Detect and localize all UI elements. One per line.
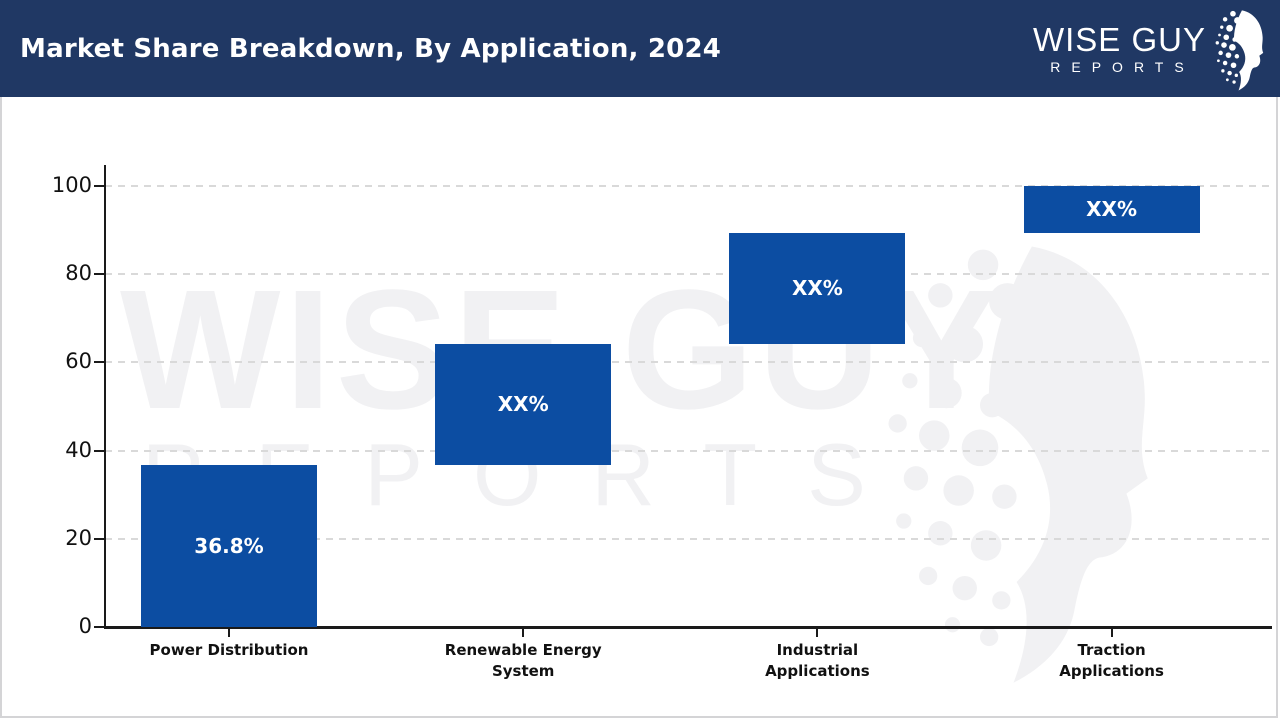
- bar-value-label: XX%: [1086, 197, 1138, 222]
- page-title: Market Share Breakdown, By Application, …: [20, 33, 722, 64]
- y-tick-label-60: 60: [65, 349, 92, 374]
- brand-name: WISE GUY: [1032, 21, 1206, 58]
- y-tick-label-40: 40: [65, 437, 92, 462]
- bar-segment: 36.8%: [141, 464, 317, 627]
- y-tick-label-0: 0: [78, 614, 92, 638]
- category-label: Renewable Energy System: [444, 641, 602, 680]
- gridline-40: [105, 449, 1272, 452]
- category-label: Power Distribution: [149, 641, 309, 659]
- bar-value-label: XX%: [791, 276, 843, 301]
- gridline-60: [105, 361, 1272, 364]
- bar-segment: XX%: [435, 343, 612, 465]
- header-bar: Market Share Breakdown, By Application, …: [0, 0, 1280, 97]
- y-tick-40: [94, 449, 105, 452]
- brand-wordmark: WISE GUY REPORTS: [1033, 23, 1206, 74]
- gridline-100: [105, 185, 1272, 187]
- bar-value-label: 36.8%: [194, 533, 264, 558]
- brand-logo: WISE GUY REPORTS: [1033, 7, 1266, 91]
- y-tick-100: [94, 185, 105, 187]
- x-axis-line: [104, 626, 1272, 629]
- y-tick-80: [94, 273, 105, 276]
- x-tick-0: [228, 629, 230, 637]
- x-tick-1: [522, 629, 525, 637]
- category-label: Traction Applications: [1059, 641, 1164, 680]
- bar-value-label: XX%: [497, 392, 549, 417]
- brand-head-icon: [1215, 9, 1264, 90]
- bar-segment: XX%: [729, 232, 906, 344]
- y-tick-20: [94, 537, 105, 540]
- y-tick-label-20: 20: [65, 525, 92, 550]
- bar-segment: XX%: [1023, 186, 1200, 233]
- gridline-80: [105, 273, 1272, 276]
- category-label: Industrial Applications: [765, 641, 870, 680]
- y-tick-0: [94, 626, 105, 628]
- y-tick-label-80: 80: [65, 261, 92, 286]
- gridline-20: [105, 537, 1272, 540]
- x-tick-3: [1110, 629, 1113, 637]
- y-tick-label-100: 100: [51, 173, 92, 197]
- x-tick-2: [816, 629, 819, 637]
- y-axis-line: [104, 165, 106, 628]
- brand-subname: REPORTS: [1050, 59, 1195, 75]
- y-tick-60: [94, 361, 105, 364]
